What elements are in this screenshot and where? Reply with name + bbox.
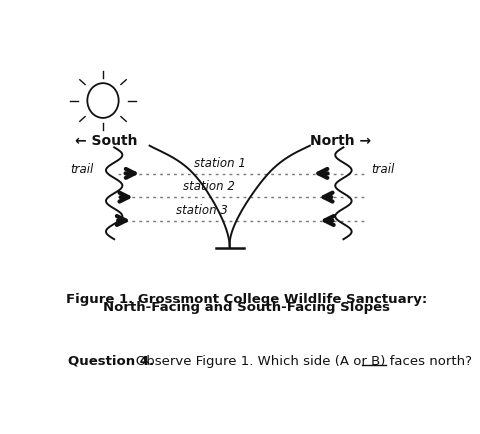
Text: North-Facing and South-Facing Slopes: North-Facing and South-Facing Slopes (103, 301, 389, 314)
Text: Observe Figure 1. Which side (A or B) faces north?: Observe Figure 1. Which side (A or B) fa… (122, 355, 475, 368)
Text: trail: trail (371, 163, 394, 176)
Text: station 3: station 3 (175, 204, 227, 217)
Text: station 1: station 1 (194, 157, 246, 170)
Text: ← South: ← South (75, 134, 137, 148)
Text: station 2: station 2 (183, 181, 235, 194)
Text: trail: trail (70, 163, 94, 176)
Text: Question 4.: Question 4. (67, 355, 154, 368)
Text: Figure 1. Grossmont College Wildlife Sanctuary:: Figure 1. Grossmont College Wildlife San… (66, 293, 426, 306)
Text: North →: North → (309, 134, 370, 148)
